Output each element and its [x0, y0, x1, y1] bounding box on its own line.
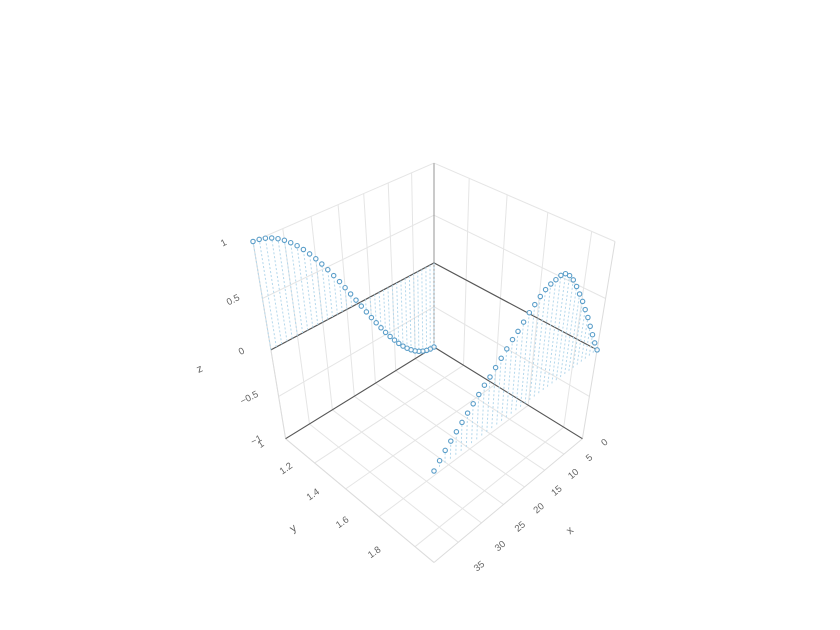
series-back-wall-stems — [252, 237, 435, 352]
y-tick-label: 1.6 — [334, 514, 351, 531]
y-axis-title: y — [288, 522, 300, 535]
series-back-wall-markers — [250, 235, 437, 355]
axis-spines — [270, 262, 598, 440]
x-axis-title: x — [564, 524, 576, 537]
y-tick-label: 1.8 — [366, 544, 383, 561]
x-tick-label: 5 — [584, 452, 595, 464]
x-tick-label: 0 — [599, 437, 610, 449]
y-tick-label: 1.2 — [278, 461, 295, 478]
x-tick-label: 25 — [513, 519, 528, 534]
x-tick-label: 15 — [549, 483, 564, 498]
x-tick-label: 10 — [566, 467, 581, 482]
z-tick-label: 1 — [219, 237, 229, 249]
y-tick-label: 1 — [256, 439, 267, 451]
z-tick-label: −1 — [249, 433, 264, 448]
y-tick-label: 1.4 — [305, 487, 322, 504]
plot-canvas[interactable]: 0510152025303511.21.41.61.810.50−0.5−1xy… — [0, 0, 840, 572]
x-tick-label: 30 — [493, 539, 508, 554]
x-tick-label: 20 — [532, 501, 547, 516]
z-axis-title: z — [195, 363, 205, 376]
series-front-plane-stems — [439, 273, 596, 467]
box-edges — [252, 163, 616, 563]
y-tick-labels: 1 1.2 1.4 1.6 1.8 — [256, 439, 383, 561]
z-tick-label: 0.5 — [225, 292, 242, 308]
series-front-plane-markers — [431, 270, 600, 474]
z-tick-label: −0.5 — [239, 389, 261, 407]
z-tick-labels: 1 0.5 0 −0.5 −1 — [219, 237, 264, 448]
z-tick-label: 0 — [237, 346, 247, 358]
x-tick-label: 35 — [472, 559, 487, 572]
